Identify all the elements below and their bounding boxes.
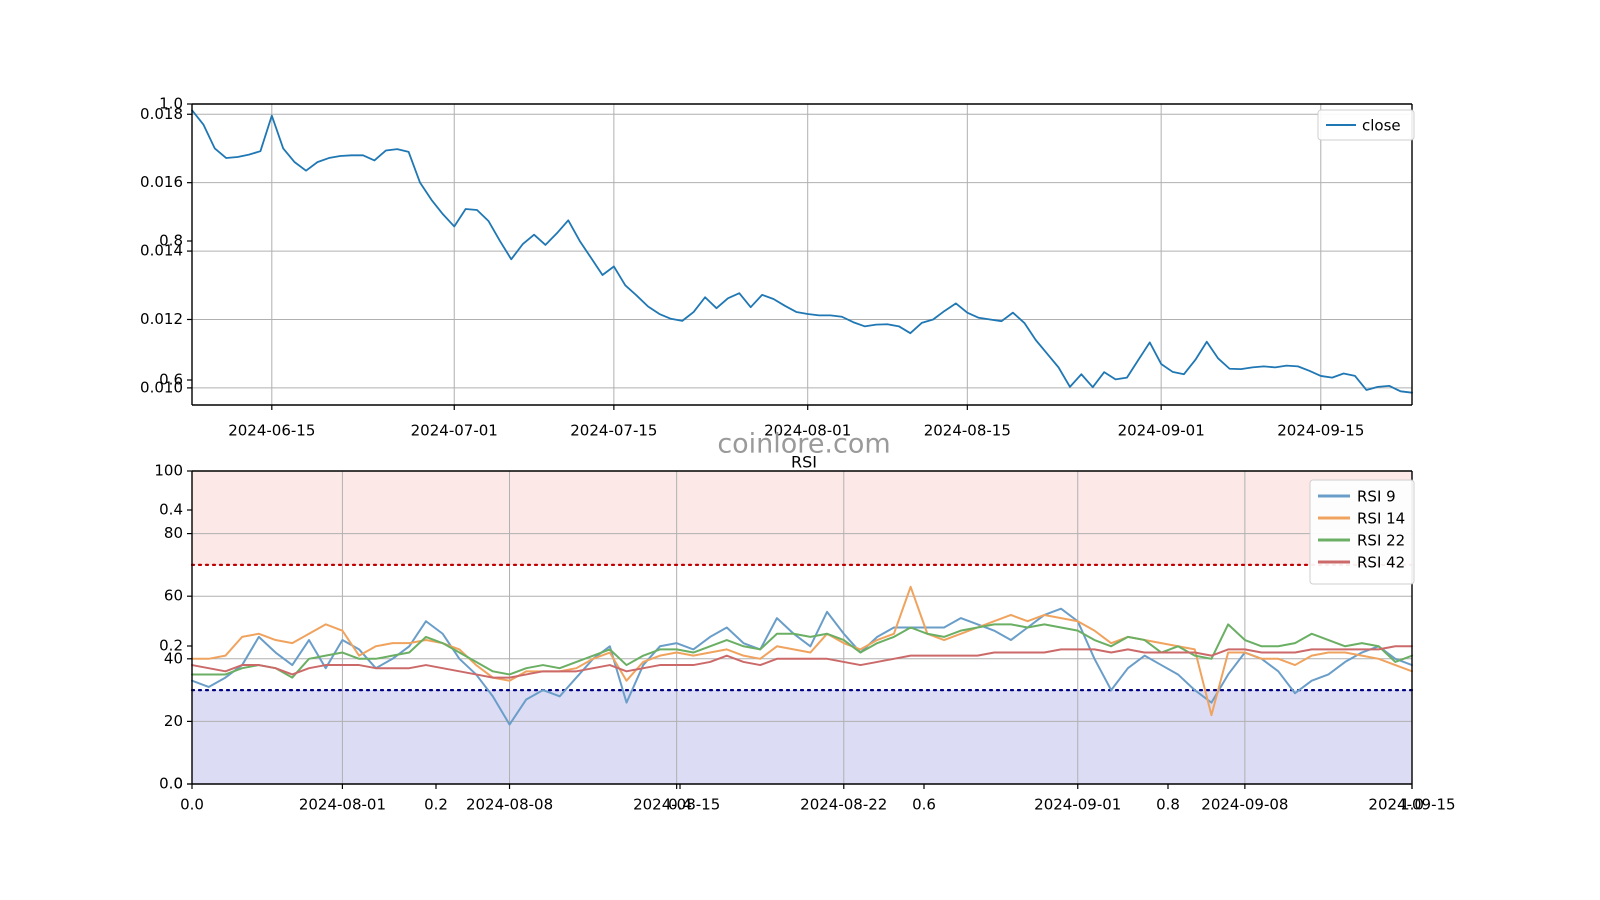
rsi-xtick-label: 2024-08-01 xyxy=(299,796,386,814)
rsi-xtick-secondary-label: 0.8 xyxy=(1156,796,1180,814)
rsi-xtick-secondary-label: 0.2 xyxy=(424,796,448,814)
rsi-ytick-label: 60 xyxy=(164,587,183,605)
rsi-legend-label-rsi-22: RSI 22 xyxy=(1357,532,1405,550)
rsi-xtick-label: 2024-08-15 xyxy=(633,796,720,814)
rsi-legend-box xyxy=(1309,479,1415,585)
rsi-ytick-label: 40 xyxy=(164,649,183,667)
rsi-ytick-label: 80 xyxy=(164,524,183,542)
price-ytick-secondary-label: 0.6 xyxy=(159,371,183,389)
rsi-xtick-label: 2024-09-15 xyxy=(1368,796,1455,814)
rsi-oversold-band xyxy=(192,690,1412,784)
rsi-line-rsi-14 xyxy=(191,585,1413,717)
rsi-line-rsi-22 xyxy=(191,623,1413,679)
rsi-legend-label-rsi-9: RSI 9 xyxy=(1357,488,1396,506)
rsi-xtick-secondary-label: 1.0 xyxy=(1400,796,1424,814)
price-ytick-label: 0.018 xyxy=(140,105,183,123)
price-ytick-label: 0.014 xyxy=(140,242,183,260)
price-ytick-label: 0.010 xyxy=(140,378,183,396)
rsi-ytick-secondary-label: 0.4 xyxy=(159,501,183,519)
rsi-xtick-label: 2024-09-01 xyxy=(1034,796,1121,814)
price-xtick-label: 2024-09-15 xyxy=(1277,422,1364,440)
rsi-overbought-band xyxy=(192,471,1412,565)
rsi-ytick-label: 20 xyxy=(164,712,183,730)
price-ytick-secondary-label: 0.8 xyxy=(159,232,183,250)
price-ytick-label: 0.012 xyxy=(140,310,183,328)
price-plot-area xyxy=(192,104,1412,405)
rsi-ytick-label: 0 xyxy=(173,775,183,793)
price-legend-box xyxy=(1317,109,1415,141)
rsi-ytick-label: 100 xyxy=(154,462,183,480)
rsi-xtick-secondary-label: 0.4 xyxy=(668,796,692,814)
price-close-line xyxy=(191,109,1413,394)
rsi-title: RSI xyxy=(791,453,817,472)
price-xtick-label: 2024-07-15 xyxy=(570,422,657,440)
rsi-xtick-label: 2024-08-22 xyxy=(800,796,887,814)
rsi-legend-label-rsi-42: RSI 42 xyxy=(1357,554,1405,572)
rsi-legend-label-rsi-14: RSI 14 xyxy=(1357,510,1405,528)
price-ytick-label: 0.016 xyxy=(140,173,183,191)
rsi-xtick-label: 2024-08-08 xyxy=(466,796,553,814)
rsi-ytick-secondary-label: 0.0 xyxy=(159,775,183,793)
price-ytick-secondary-label: 1.0 xyxy=(159,95,183,113)
price-xtick-label: 2024-06-15 xyxy=(228,422,315,440)
price-xtick-label: 2024-09-01 xyxy=(1118,422,1205,440)
price-xtick-label: 2024-07-01 xyxy=(411,422,498,440)
rsi-line-rsi-42 xyxy=(191,645,1413,679)
rsi-xtick-secondary-label: 0.0 xyxy=(180,796,204,814)
price-xtick-label: 2024-08-15 xyxy=(924,422,1011,440)
price-xtick-label: 2024-08-01 xyxy=(764,422,851,440)
price-legend-label-close: close xyxy=(1362,117,1401,135)
rsi-xtick-secondary-label: 0.6 xyxy=(912,796,936,814)
rsi-ytick-secondary-label: 0.2 xyxy=(159,637,183,655)
rsi-xtick-label: 2024-09-08 xyxy=(1201,796,1288,814)
watermark-text: coinlore.com xyxy=(717,429,890,460)
